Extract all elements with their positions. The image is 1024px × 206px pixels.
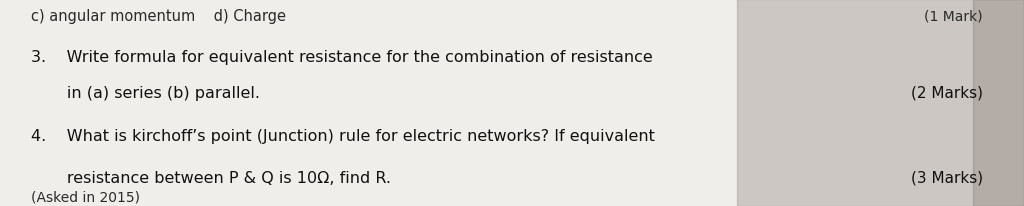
Text: 4.    What is kirchoff’s point (Junction) rule for electric networks? If equival: 4. What is kirchoff’s point (Junction) r… [31,129,654,143]
Bar [973,0,1024,206]
Bar [737,0,1024,206]
Text: (2 Marks): (2 Marks) [911,85,983,100]
Text: (3 Marks): (3 Marks) [911,170,983,185]
Text: (Asked in 2015): (Asked in 2015) [31,190,139,204]
Text: (1 Mark): (1 Mark) [925,9,983,23]
Text: c) angular momentum    d) Charge: c) angular momentum d) Charge [31,9,286,24]
Text: resistance between P & Q is 10Ω, find R.: resistance between P & Q is 10Ω, find R. [31,170,391,185]
Text: in (a) series (b) parallel.: in (a) series (b) parallel. [31,85,260,100]
Text: 3.    Write formula for equivalent resistance for the combination of resistance: 3. Write formula for equivalent resistan… [31,50,652,65]
